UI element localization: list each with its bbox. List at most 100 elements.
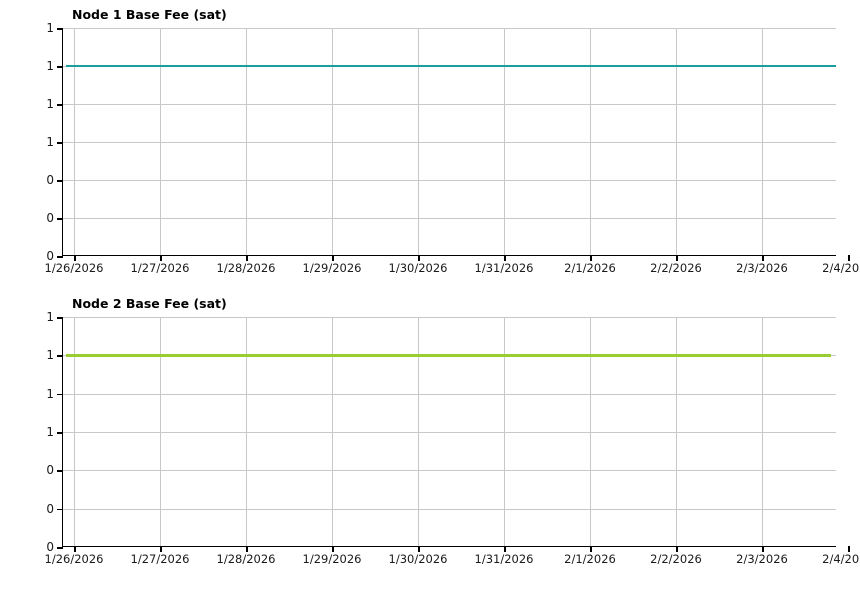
vgridline xyxy=(762,317,763,546)
x-tick xyxy=(332,255,334,261)
vgridline xyxy=(332,317,333,546)
y-tick-label: 0 xyxy=(46,173,54,187)
x-tick-label: 1/29/2026 xyxy=(302,261,362,275)
x-tick-label: 1/26/2026 xyxy=(44,552,104,566)
vgridline xyxy=(418,28,419,255)
y-tick-label: 1 xyxy=(46,386,54,401)
vgridline xyxy=(762,28,763,255)
x-tick-label: 2/2/2026 xyxy=(650,552,702,566)
y-tick-label: 1 xyxy=(46,135,54,149)
y-tick xyxy=(57,393,63,396)
hgridline xyxy=(63,104,836,105)
x-tick xyxy=(676,255,678,261)
vgridline xyxy=(246,317,247,546)
x-tick-label: 1/30/2026 xyxy=(388,552,448,566)
x-tick xyxy=(676,546,678,552)
plot-area-node-2: 1 1 1 1 0 0 0 1/26/2026 1/27/2026 1/28/2… xyxy=(45,310,860,566)
chart-panel-node-2: Node 2 Base Fee (sat) xyxy=(0,290,860,590)
hgridline xyxy=(63,180,836,181)
vgridline xyxy=(74,317,75,546)
y-tick xyxy=(57,432,63,434)
x-tick xyxy=(762,255,764,261)
vgridline xyxy=(504,317,505,546)
hgridline xyxy=(63,317,836,318)
x-tick-label: 2/2/2026 xyxy=(650,261,702,275)
vgridline xyxy=(160,317,161,546)
x-tick-label: 1/29/2026 xyxy=(302,552,362,566)
vgridline xyxy=(160,28,161,255)
y-tick xyxy=(57,470,63,472)
x-tick-label: 2/4/2026 xyxy=(822,261,860,275)
plot-inner-node-1 xyxy=(63,28,836,255)
y-tick-label: 1 xyxy=(46,425,54,439)
hgridline xyxy=(63,432,836,433)
y-tick xyxy=(57,256,63,258)
y-tick xyxy=(57,180,63,182)
vgridline xyxy=(332,28,333,255)
y-tick-label: 0 xyxy=(46,211,54,225)
x-tick xyxy=(504,546,506,552)
y-tick-label: 0 xyxy=(46,249,54,263)
chart-panel-node-1: Node 1 Base Fee (sat) xyxy=(0,0,860,290)
x-tick xyxy=(160,255,162,261)
vgridline xyxy=(418,317,419,546)
x-tick-label: 1/28/2026 xyxy=(216,261,276,275)
y-tick xyxy=(57,28,63,30)
x-tick xyxy=(74,546,76,552)
x-tick xyxy=(590,255,592,261)
x-tick xyxy=(418,255,420,261)
x-tick-label: 1/27/2026 xyxy=(130,552,190,566)
vgridline xyxy=(246,28,247,255)
plot-inner-node-2 xyxy=(63,317,836,546)
x-tick-label: 2/1/2026 xyxy=(564,261,616,275)
vgridline xyxy=(590,317,591,546)
x-tick-label: 1/26/2026 xyxy=(44,261,104,275)
x-tick-label: 2/3/2026 xyxy=(736,552,788,566)
x-tick-label: 1/27/2026 xyxy=(130,261,190,275)
y-tick xyxy=(57,355,63,357)
x-tick xyxy=(246,546,248,552)
hgridline xyxy=(63,393,836,395)
y-tick-label: 1 xyxy=(46,97,54,111)
hgridline xyxy=(63,470,836,472)
x-tick-label: 2/3/2026 xyxy=(736,261,788,275)
x-tick-label: 1/28/2026 xyxy=(216,552,276,566)
chart-title-node-1: Node 1 Base Fee (sat) xyxy=(72,7,227,22)
vgridline xyxy=(504,28,505,255)
vgridline xyxy=(676,317,677,546)
x-tick xyxy=(74,255,76,261)
vgridline xyxy=(590,28,591,255)
y-tick-label: 1 xyxy=(46,59,54,73)
hgridline xyxy=(63,508,836,510)
x-tick xyxy=(332,546,334,552)
y-tick xyxy=(57,547,63,549)
hgridline xyxy=(63,28,836,29)
x-tick-label: 1/30/2026 xyxy=(388,261,448,275)
x-tick-label: 1/31/2026 xyxy=(474,261,534,275)
x-tick-label: 1/31/2026 xyxy=(474,552,534,566)
x-tick xyxy=(418,546,420,552)
plot-area-node-1: 1 1 1 1 0 0 0 1/26/2026 1/27/2026 1/28/2… xyxy=(45,21,860,275)
y-tick-label: 1 xyxy=(46,21,54,35)
x-tick xyxy=(246,255,248,261)
x-tick xyxy=(590,546,592,552)
y-tick xyxy=(57,218,63,220)
x-tick xyxy=(848,255,850,261)
y-tick xyxy=(57,142,63,144)
y-tick xyxy=(57,66,63,68)
series-line-node-2 xyxy=(66,354,831,357)
hgridline xyxy=(63,218,836,219)
y-tick-label: 1 xyxy=(46,348,54,363)
vgridline xyxy=(676,28,677,255)
x-tick-label: 2/4/2026 xyxy=(822,552,860,566)
x-tick xyxy=(848,546,850,552)
x-tick xyxy=(762,546,764,552)
y-tick-label: 0 xyxy=(46,463,54,478)
y-tick-label: 0 xyxy=(46,540,54,554)
vgridline xyxy=(74,28,75,255)
y-tick-label: 0 xyxy=(46,501,54,516)
y-tick xyxy=(57,317,63,319)
y-tick xyxy=(57,104,63,106)
x-tick xyxy=(160,546,162,552)
